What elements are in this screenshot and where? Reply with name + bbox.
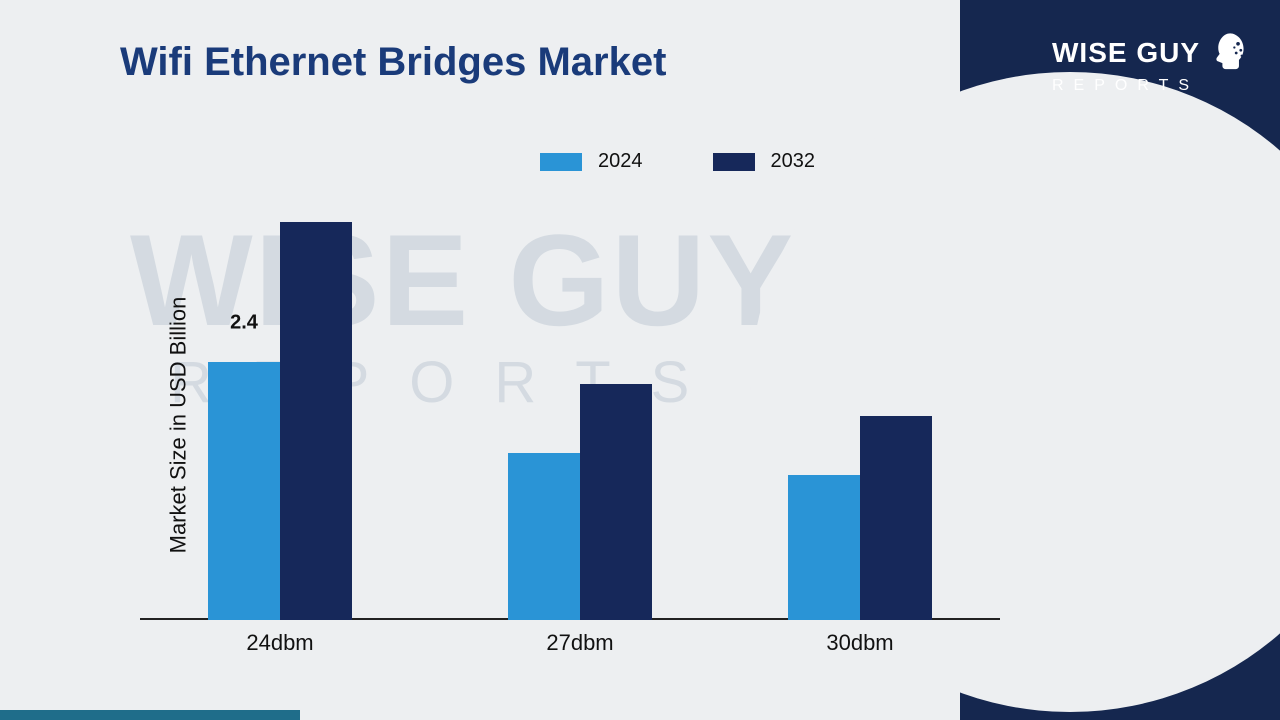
bar-group: 2.424dbm <box>200 222 360 620</box>
bar <box>580 384 652 621</box>
legend-item-2032: 2032 <box>713 150 816 173</box>
legend-label-2032: 2032 <box>771 150 816 173</box>
bar-group: 30dbm <box>780 416 940 620</box>
brand-head-icon <box>1204 30 1250 76</box>
bar <box>208 362 280 620</box>
category-label: 24dbm <box>246 630 313 656</box>
bar <box>508 453 580 620</box>
chart-area: Market Size in USD Billion 2024 2032 2.4… <box>60 170 1000 680</box>
value-label: 2.4 <box>230 311 258 334</box>
category-label: 30dbm <box>826 630 893 656</box>
bar <box>788 475 860 620</box>
brand-line1: WISE GUY <box>1052 39 1200 67</box>
brand-logo: WISE GUY REPORTS <box>1052 30 1250 94</box>
category-label: 27dbm <box>546 630 613 656</box>
bottom-accent-bar <box>0 710 300 720</box>
chart-title: Wifi Ethernet Bridges Market <box>120 40 666 85</box>
legend-swatch-2032 <box>713 153 755 171</box>
legend: 2024 2032 <box>540 150 815 173</box>
brand-line2: REPORTS <box>1052 78 1250 94</box>
bar <box>280 222 352 620</box>
legend-swatch-2024 <box>540 153 582 171</box>
legend-label-2024: 2024 <box>598 150 643 173</box>
bar-group: 27dbm <box>500 384 660 621</box>
plot-region: 2.424dbm 27dbm 30dbm <box>140 190 1000 620</box>
bar <box>860 416 932 620</box>
legend-item-2024: 2024 <box>540 150 643 173</box>
